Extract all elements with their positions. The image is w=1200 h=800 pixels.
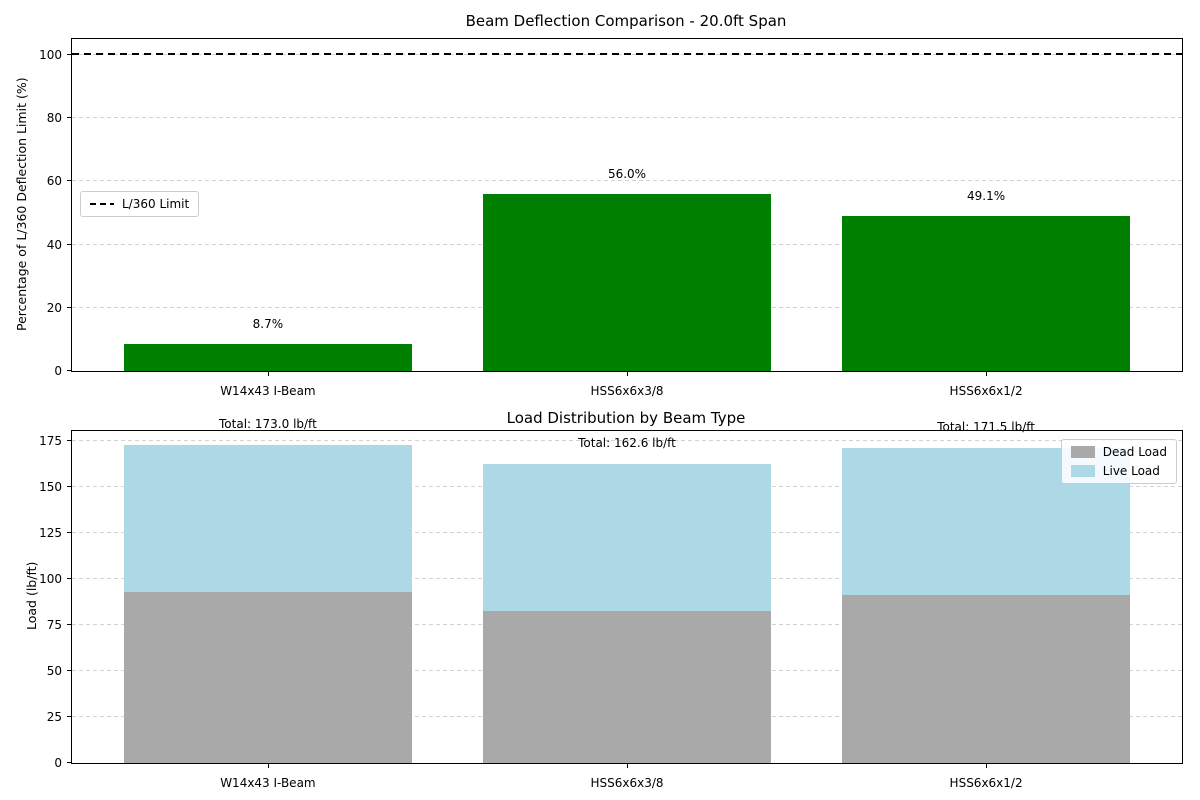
legend-entry: Dead Load bbox=[1070, 445, 1167, 459]
plot-area: 0 20 40 60 80 100 W14x43 I-Beam 8.7% HSS6x6x3/8 5… bbox=[39, 38, 1183, 398]
load-distribution-chart: Load Distribution by Beam Type Load (lb/… bbox=[0, 400, 1200, 800]
x-tick-label: HSS6x6x3/8 bbox=[590, 776, 664, 790]
legend-label: L/360 Limit bbox=[122, 197, 190, 211]
legend-label: Live Load bbox=[1102, 464, 1160, 478]
y-tick-label: 150 bbox=[39, 480, 62, 495]
x-tick-label: HSS6x6x1/2 bbox=[949, 384, 1023, 398]
deflection-chart: Beam Deflection Comparison - 20.0ft Span… bbox=[14, 12, 1183, 398]
y-tick-label: 75 bbox=[46, 618, 62, 633]
x-tick bbox=[986, 763, 988, 768]
bar-segment-dead-load bbox=[483, 611, 771, 763]
y-tick bbox=[67, 532, 72, 534]
bar-segment-dead-load bbox=[124, 591, 412, 763]
y-tick-label: 80 bbox=[46, 111, 62, 126]
y-tick bbox=[67, 486, 72, 488]
y-tick bbox=[67, 670, 72, 672]
legend: Dead Load Live Load bbox=[1060, 439, 1177, 484]
total-label: Total: 171.5 lb/ft bbox=[937, 419, 1035, 434]
y-tick-label: 60 bbox=[46, 174, 62, 189]
x-tick bbox=[267, 371, 269, 376]
bar-hss6x6x1-2 bbox=[842, 215, 1130, 371]
y-tick-label: 100 bbox=[39, 572, 62, 587]
y-tick bbox=[67, 578, 72, 580]
x-tick-label: HSS6x6x3/8 bbox=[590, 384, 664, 398]
dashed-line-swatch bbox=[90, 203, 114, 205]
bar-hss6x6x3-8 bbox=[483, 193, 771, 371]
bar-value-label: 49.1% bbox=[967, 188, 1006, 203]
total-label: Total: 173.0 lb/ft bbox=[219, 416, 317, 431]
bar-value-label: 8.7% bbox=[252, 316, 284, 331]
y-tick-label: 25 bbox=[46, 710, 62, 725]
bar-segment-dead-load bbox=[842, 594, 1130, 763]
color-patch-swatch bbox=[1070, 465, 1095, 477]
color-patch-swatch bbox=[1070, 446, 1095, 458]
x-tick-label: W14x43 I-Beam bbox=[220, 776, 316, 790]
chart-title: Beam Deflection Comparison - 20.0ft Span bbox=[465, 12, 787, 30]
legend-entry: Live Load bbox=[1070, 464, 1167, 478]
bar-value-label: 56.0% bbox=[607, 166, 647, 181]
y-tick bbox=[67, 117, 72, 119]
legend-label: Dead Load bbox=[1102, 445, 1167, 459]
total-label: Total: 162.6 lb/ft bbox=[578, 435, 676, 450]
y-tick bbox=[67, 440, 72, 442]
x-tick-label: HSS6x6x1/2 bbox=[949, 776, 1023, 790]
x-tick bbox=[627, 763, 628, 768]
y-tick-label: 0 bbox=[54, 364, 62, 378]
y-tick bbox=[67, 243, 72, 245]
y-axis-label: Percentage of L/360 Deflection Limit (%) bbox=[14, 77, 29, 331]
chart-title: Load Distribution by Beam Type bbox=[506, 409, 746, 427]
gridline-80 bbox=[72, 117, 1182, 119]
bar-w14x43-i-beam bbox=[124, 343, 412, 371]
bar-segment-live-load bbox=[483, 463, 771, 612]
y-tick-label: 100 bbox=[39, 47, 62, 62]
x-tick bbox=[267, 763, 269, 768]
y-tick bbox=[67, 53, 72, 55]
plot-area: 0 25 50 75 100 125 150 175 W14x43 I-Beam Total: 1… bbox=[39, 417, 1183, 790]
l360-limit-line bbox=[72, 52, 1182, 55]
y-tick bbox=[67, 306, 72, 308]
y-tick-label: 125 bbox=[39, 526, 62, 541]
y-tick bbox=[67, 370, 72, 371]
y-tick bbox=[67, 716, 72, 718]
bar-segment-live-load bbox=[124, 444, 412, 592]
gridline-175 bbox=[72, 440, 1182, 442]
y-tick-label: 20 bbox=[46, 300, 62, 315]
y-tick-label: 0 bbox=[54, 756, 62, 770]
gridline-60 bbox=[72, 180, 1182, 182]
y-tick bbox=[67, 624, 72, 626]
legend-entry: L/360 Limit bbox=[90, 197, 189, 211]
y-tick bbox=[67, 762, 72, 763]
x-tick bbox=[986, 371, 988, 376]
x-tick bbox=[627, 371, 628, 376]
x-tick-label: W14x43 I-Beam bbox=[220, 384, 316, 398]
y-tick-label: 50 bbox=[46, 664, 62, 679]
legend: L/360 Limit bbox=[80, 191, 200, 217]
y-tick-label: 40 bbox=[46, 237, 62, 252]
y-tick bbox=[67, 180, 72, 182]
y-tick-label: 175 bbox=[39, 434, 62, 449]
